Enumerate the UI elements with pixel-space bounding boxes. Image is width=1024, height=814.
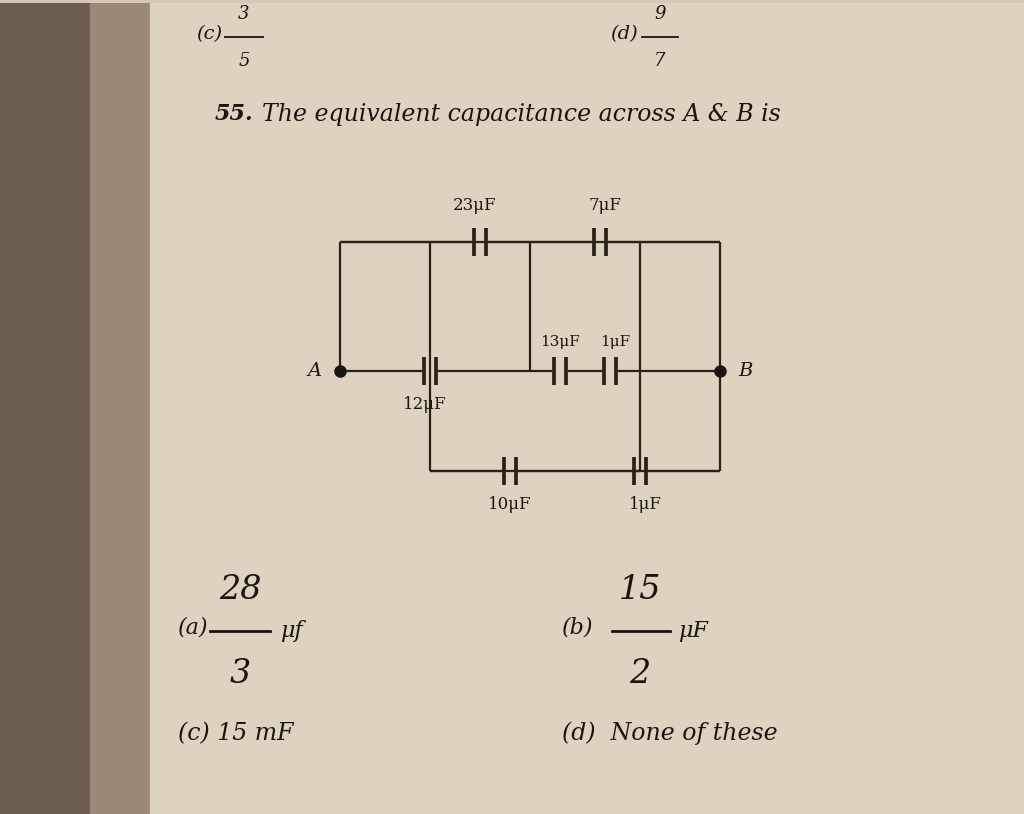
Text: (d)  None of these: (d) None of these xyxy=(562,721,777,745)
Text: The equivalent capacitance across A & B is: The equivalent capacitance across A & B … xyxy=(262,103,780,125)
Text: 7μF: 7μF xyxy=(589,197,622,214)
Text: 12μF: 12μF xyxy=(403,396,446,414)
Text: 3: 3 xyxy=(239,5,250,23)
Text: (c): (c) xyxy=(196,25,222,43)
Text: (d): (d) xyxy=(610,25,638,43)
Text: 2: 2 xyxy=(630,659,650,690)
Text: (a): (a) xyxy=(178,616,209,639)
Text: B: B xyxy=(738,362,753,380)
Text: 55.: 55. xyxy=(215,103,254,125)
Bar xyxy=(150,2,1024,814)
Text: (b): (b) xyxy=(562,616,594,639)
Text: 13μF: 13μF xyxy=(540,335,580,349)
Text: 5: 5 xyxy=(239,52,250,71)
Text: μF: μF xyxy=(678,619,708,641)
Bar xyxy=(90,2,150,814)
Text: A: A xyxy=(308,362,322,380)
Text: 9: 9 xyxy=(654,5,666,23)
Bar xyxy=(0,2,90,814)
Text: 15: 15 xyxy=(618,574,662,606)
Text: 23μF: 23μF xyxy=(454,197,497,214)
Text: 28: 28 xyxy=(219,574,261,606)
Text: 7: 7 xyxy=(654,52,666,71)
Text: μf: μf xyxy=(280,619,303,641)
Text: 1μF: 1μF xyxy=(600,335,630,349)
Text: (c) 15 mF: (c) 15 mF xyxy=(178,722,294,745)
Text: 1μF: 1μF xyxy=(629,496,662,513)
Text: 10μF: 10μF xyxy=(488,496,531,513)
Text: 3: 3 xyxy=(229,659,251,690)
